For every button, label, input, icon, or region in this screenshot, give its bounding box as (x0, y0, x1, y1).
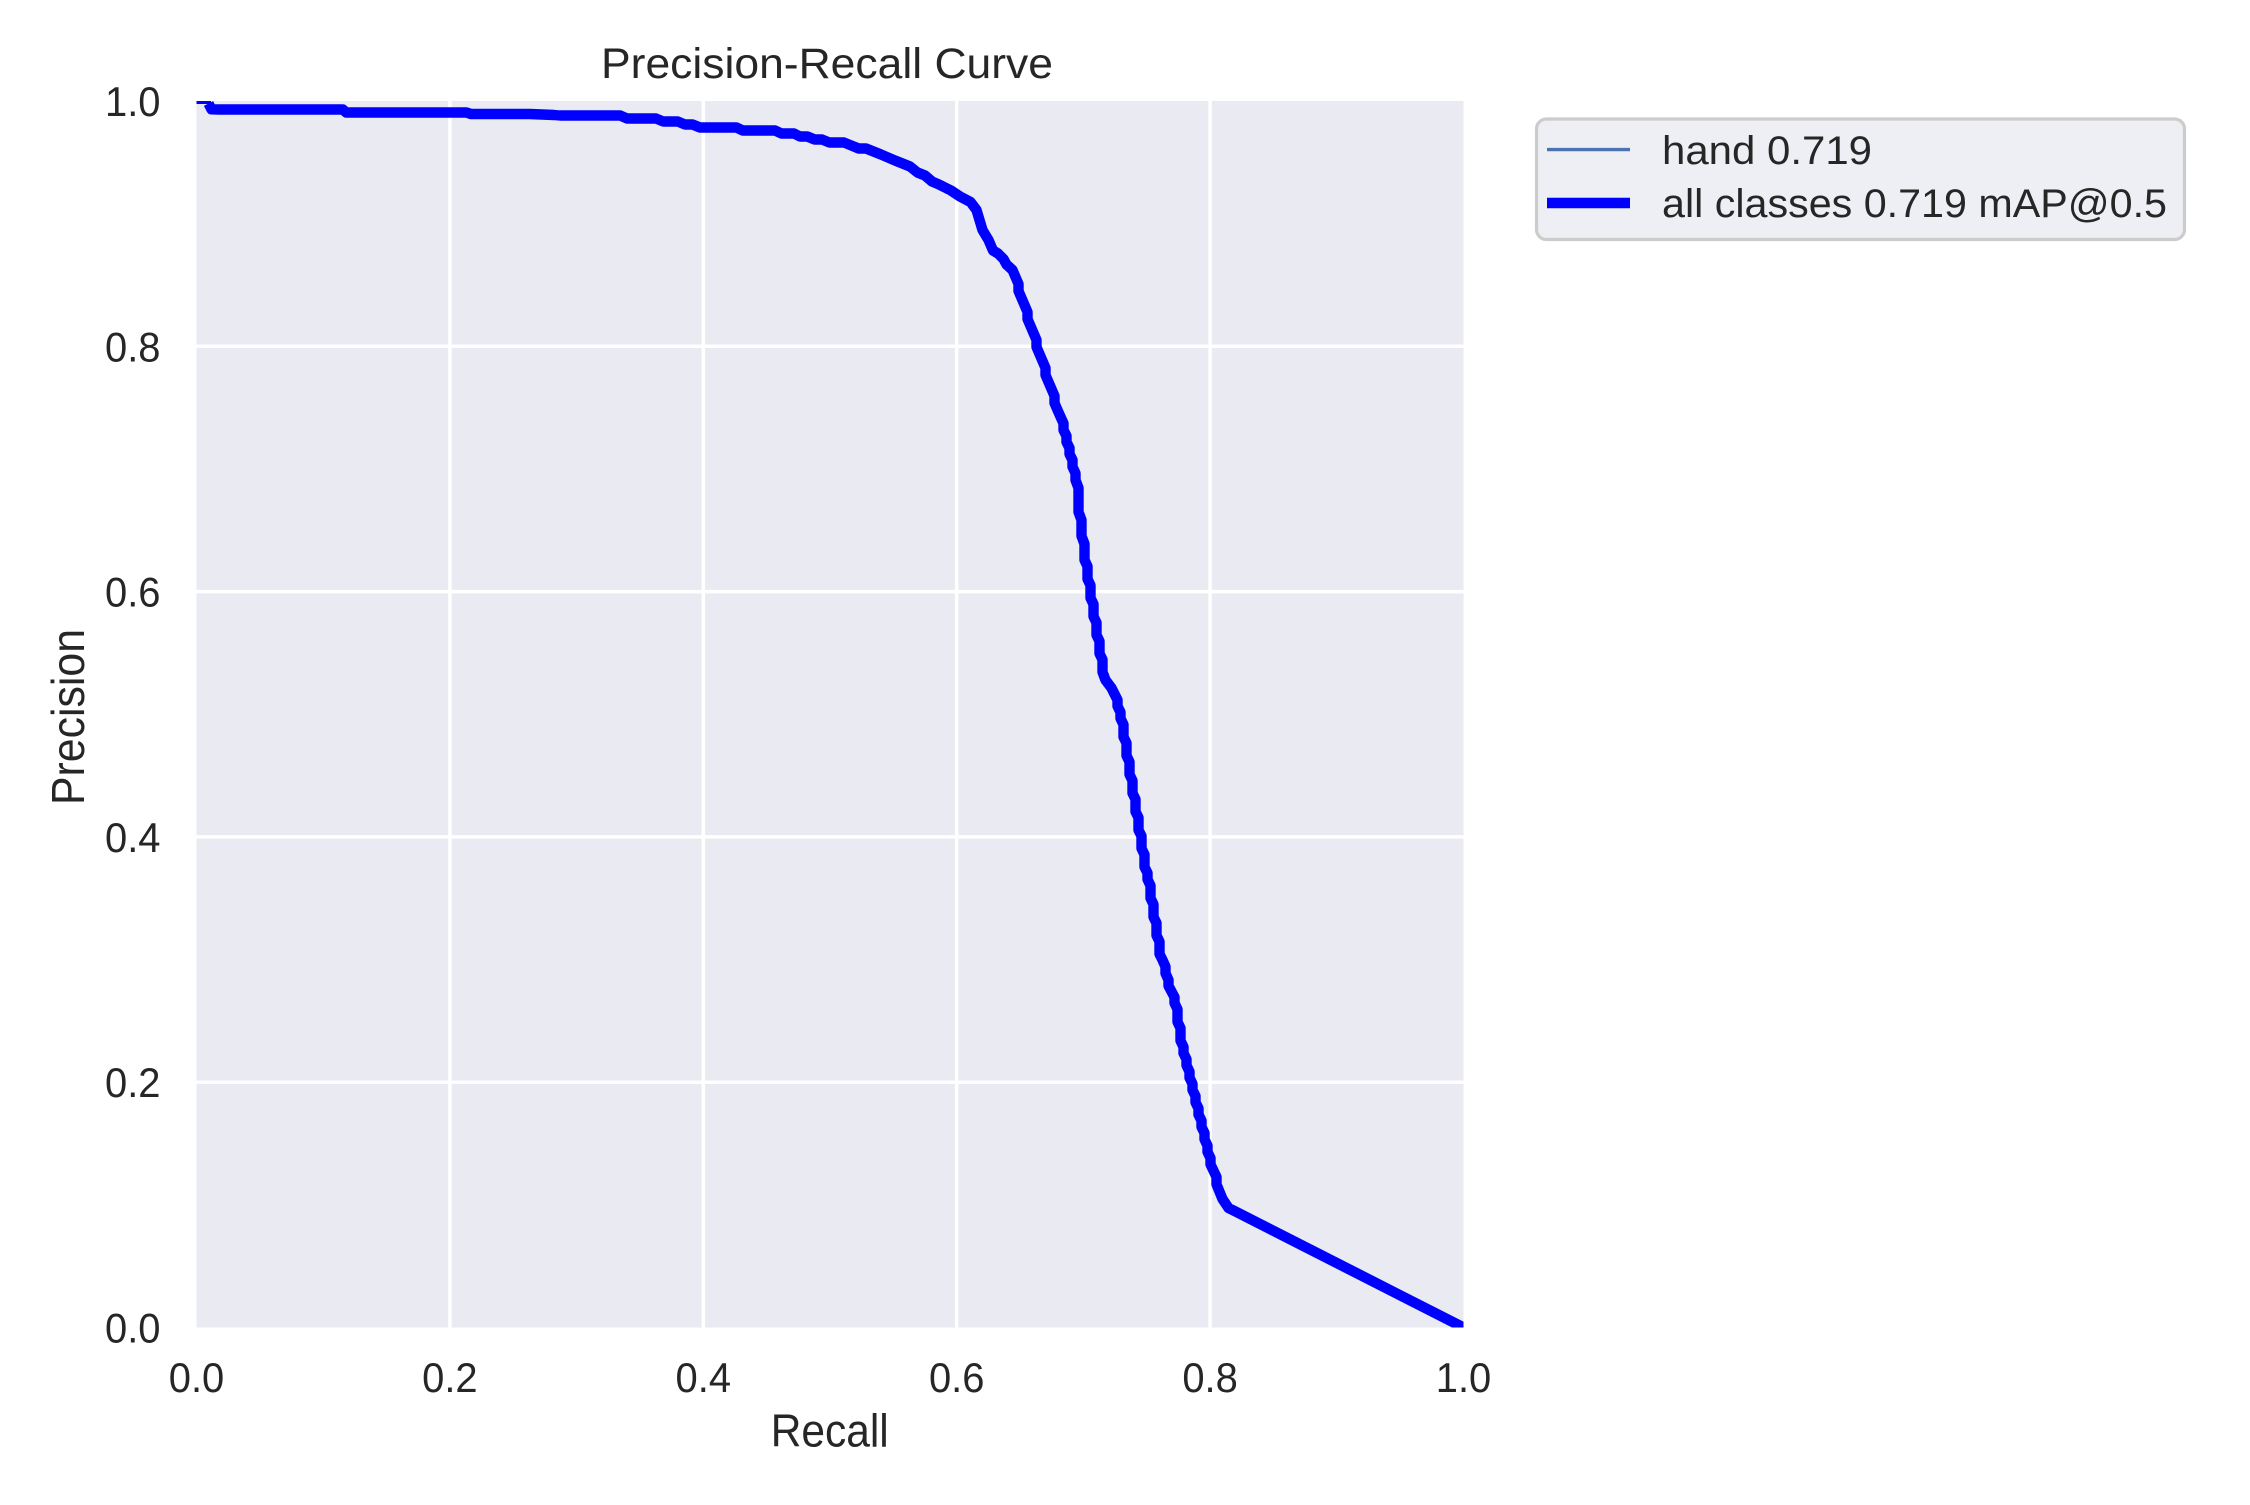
svg-text:0.6: 0.6 (929, 1354, 985, 1401)
svg-text:1.0: 1.0 (1436, 1354, 1492, 1401)
svg-text:Recall: Recall (771, 1405, 889, 1457)
svg-text:Precision-Recall Curve: Precision-Recall Curve (601, 40, 1053, 88)
svg-text:0.8: 0.8 (105, 323, 161, 370)
svg-text:0.2: 0.2 (422, 1354, 478, 1401)
svg-text:hand 0.719: hand 0.719 (1662, 129, 1872, 173)
svg-text:0.0: 0.0 (169, 1354, 225, 1401)
svg-text:0.4: 0.4 (105, 814, 161, 861)
svg-text:0.6: 0.6 (105, 569, 161, 616)
svg-text:all classes 0.719 mAP@0.5: all classes 0.719 mAP@0.5 (1662, 182, 2167, 226)
svg-text:Precision: Precision (42, 629, 94, 805)
svg-text:0.2: 0.2 (105, 1059, 161, 1106)
svg-text:0.8: 0.8 (1182, 1354, 1238, 1401)
svg-text:0.0: 0.0 (105, 1305, 161, 1352)
svg-text:1.0: 1.0 (105, 78, 161, 125)
svg-text:0.4: 0.4 (676, 1354, 732, 1401)
